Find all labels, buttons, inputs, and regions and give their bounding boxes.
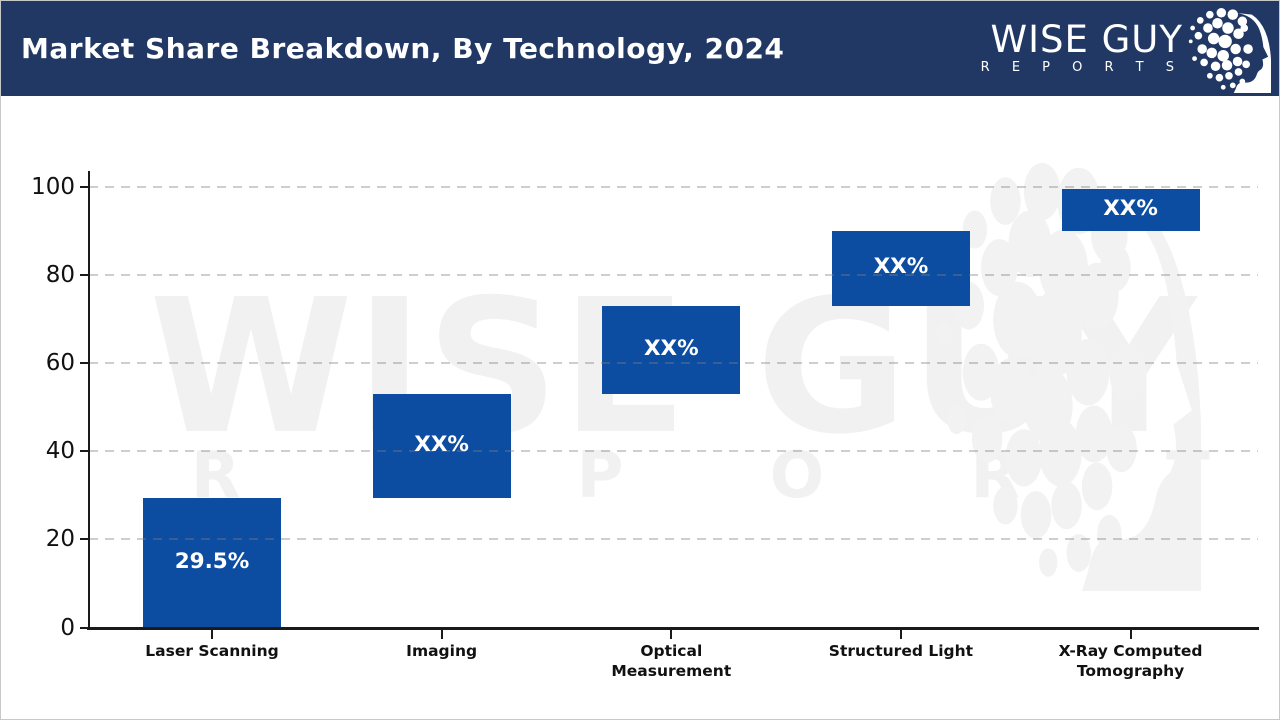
y-tick-label: 20 — [45, 526, 75, 553]
header-banner: Market Share Breakdown, By Technology, 2… — [1, 1, 1279, 96]
x-axis-line — [87, 627, 1259, 630]
gridline — [89, 362, 1258, 365]
x-tick-mark — [899, 630, 902, 639]
logo-reports-label: R E P O R T S — [980, 59, 1183, 75]
y-tick-label: 60 — [45, 350, 75, 377]
y-tick-label: 40 — [45, 438, 75, 465]
x-tick-mark — [670, 630, 673, 639]
x-axis-label-line: Structured Light — [828, 642, 974, 660]
bar — [602, 305, 741, 395]
y-tick-label: 80 — [45, 262, 75, 289]
x-axis-label: Imaging — [332, 641, 552, 661]
y-tick-mark — [80, 450, 89, 453]
logo-wiseguy-label: WISE GUY — [990, 17, 1183, 61]
gridline — [89, 186, 1258, 188]
x-axis-label-line: Measurement — [611, 662, 732, 680]
bar-value-label: XX% — [1103, 196, 1158, 222]
bar-value-label: XX% — [873, 254, 929, 280]
x-axis-label-line: Tomography — [1076, 662, 1185, 680]
x-axis-label-line: X-Ray Computed — [1058, 642, 1203, 660]
gridline — [89, 450, 1258, 453]
x-axis-label: Optical Measurement — [561, 641, 781, 681]
bar — [372, 394, 511, 498]
page-title: Market Share Breakdown, By Technology, 2… — [21, 32, 785, 65]
y-tick-mark — [80, 538, 89, 541]
x-axis-label-line: Optical — [640, 642, 703, 660]
y-axis-line — [88, 171, 90, 629]
bar — [831, 231, 970, 306]
watermark-head-icon — [936, 163, 1201, 591]
x-axis-label-line: Laser Scanning — [145, 642, 279, 660]
logo-head-icon — [1188, 7, 1271, 93]
x-tick-mark — [1129, 630, 1132, 639]
x-axis-label: X-Ray Computed Tomography — [1021, 641, 1241, 681]
y-tick-label: 100 — [31, 174, 75, 200]
y-tick-mark — [80, 274, 89, 277]
gridline — [89, 538, 1258, 541]
y-tick-mark — [80, 362, 89, 365]
y-tick-mark — [80, 626, 89, 629]
bar — [143, 497, 281, 628]
x-tick-mark — [440, 630, 443, 639]
y-tick-label: 0 — [60, 614, 75, 641]
bar-value-label: 29.5% — [174, 548, 250, 574]
bar — [1061, 189, 1200, 232]
x-axis-label: Structured Light — [791, 641, 1011, 661]
gridline — [89, 274, 1258, 277]
logo-text: WISE GUY R E P O R T S — [980, 17, 1183, 76]
wise-guy-logo: WISE GUY R E P O R T S — [981, 1, 1271, 96]
bar-value-label: XX% — [643, 335, 699, 361]
x-axis-label-line: Imaging — [406, 642, 478, 660]
x-axis-label: Laser Scanning — [102, 641, 322, 661]
y-tick-mark — [80, 186, 89, 188]
x-tick-mark — [211, 630, 213, 639]
bar-value-label: XX% — [414, 431, 469, 457]
